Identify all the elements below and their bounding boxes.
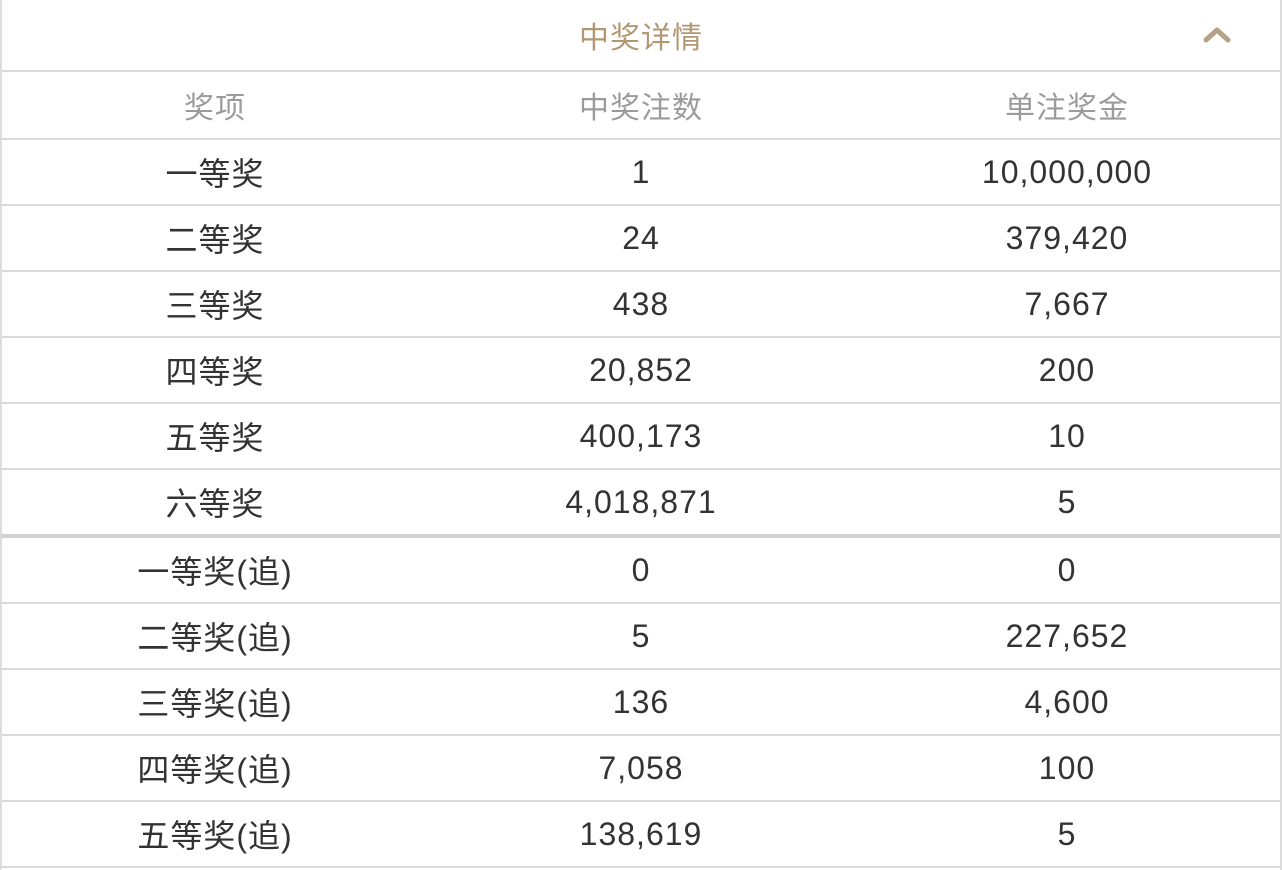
prize-table: 奖项 中奖注数 单注奖金 一等奖 1 10,000,000 二等奖 24 379… xyxy=(2,72,1280,868)
prize-amount-cell: 7,667 xyxy=(854,271,1280,338)
prize-name-cell: 一等奖(追) xyxy=(2,534,428,604)
win-count-cell: 138,619 xyxy=(428,801,854,868)
prize-name-cell: 二等奖(追) xyxy=(2,603,428,670)
table-row: 二等奖(追) 5 227,652 xyxy=(2,603,1280,670)
table-row: 二等奖 24 379,420 xyxy=(2,205,1280,272)
table-row: 三等奖 438 7,667 xyxy=(2,271,1280,338)
table-row: 一等奖 1 10,000,000 xyxy=(2,139,1280,206)
prize-amount-cell: 379,420 xyxy=(854,205,1280,272)
win-count-cell: 1 xyxy=(428,139,854,206)
prize-amount-cell: 0 xyxy=(854,534,1280,604)
table-row: 六等奖 4,018,871 5 xyxy=(2,469,1280,537)
prize-amount-cell: 5 xyxy=(854,469,1280,537)
column-header-amount: 单注奖金 xyxy=(854,72,1280,140)
table-row: 五等奖 400,173 10 xyxy=(2,403,1280,470)
prize-amount-cell: 5 xyxy=(854,801,1280,868)
prize-name-cell: 六等奖 xyxy=(2,469,428,537)
table-row: 四等奖 20,852 200 xyxy=(2,337,1280,404)
table-row: 五等奖(追) 138,619 5 xyxy=(2,801,1280,868)
win-count-cell: 4,018,871 xyxy=(428,469,854,537)
prize-name-cell: 五等奖 xyxy=(2,403,428,470)
prize-name-cell: 一等奖 xyxy=(2,139,428,206)
win-count-cell: 438 xyxy=(428,271,854,338)
win-count-cell: 5 xyxy=(428,603,854,670)
collapse-button[interactable] xyxy=(1200,23,1234,47)
chevron-up-icon xyxy=(1202,26,1232,44)
column-header-prize: 奖项 xyxy=(2,72,428,140)
prize-amount-cell: 4,600 xyxy=(854,669,1280,736)
prize-amount-cell: 10 xyxy=(854,403,1280,470)
table-row: 三等奖(追) 136 4,600 xyxy=(2,669,1280,736)
prize-amount-cell: 200 xyxy=(854,337,1280,404)
prize-name-cell: 四等奖(追) xyxy=(2,735,428,802)
prize-name-cell: 四等奖 xyxy=(2,337,428,404)
table-header-row: 奖项 中奖注数 单注奖金 xyxy=(2,72,1280,140)
prize-name-cell: 五等奖(追) xyxy=(2,801,428,868)
win-count-cell: 136 xyxy=(428,669,854,736)
prize-amount-cell: 100 xyxy=(854,735,1280,802)
win-count-cell: 0 xyxy=(428,534,854,604)
prize-amount-cell: 10,000,000 xyxy=(854,139,1280,206)
table-row: 四等奖(追) 7,058 100 xyxy=(2,735,1280,802)
prize-amount-cell: 227,652 xyxy=(854,603,1280,670)
panel-header[interactable]: 中奖详情 xyxy=(2,0,1280,72)
prize-name-cell: 三等奖 xyxy=(2,271,428,338)
prize-name-cell: 二等奖 xyxy=(2,205,428,272)
column-header-count: 中奖注数 xyxy=(428,72,854,140)
table-row-chase-section-start: 一等奖(追) 0 0 xyxy=(2,534,1280,604)
prize-name-cell: 三等奖(追) xyxy=(2,669,428,736)
win-count-cell: 400,173 xyxy=(428,403,854,470)
win-count-cell: 7,058 xyxy=(428,735,854,802)
win-count-cell: 20,852 xyxy=(428,337,854,404)
panel-title: 中奖详情 xyxy=(579,22,703,55)
win-count-cell: 24 xyxy=(428,205,854,272)
